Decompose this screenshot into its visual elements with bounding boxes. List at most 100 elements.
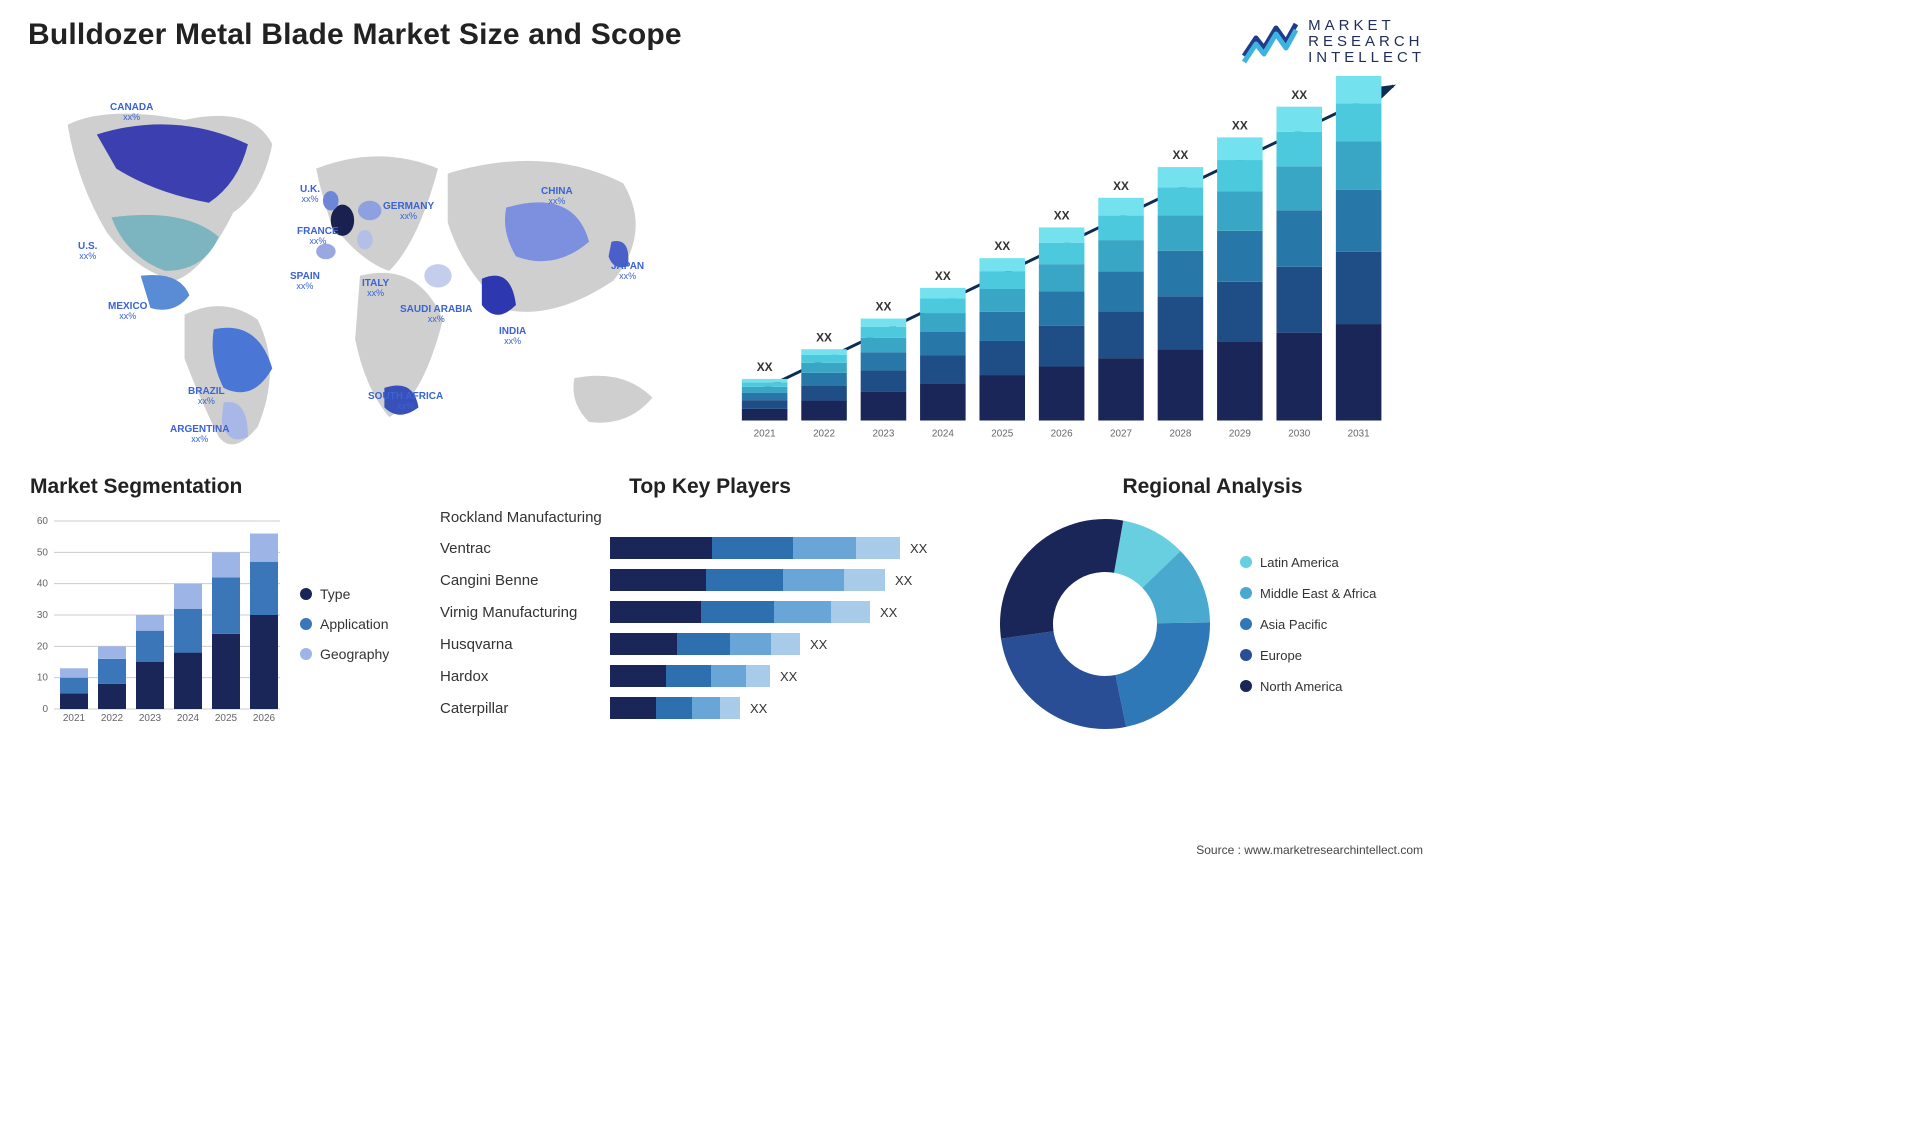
legend-dot-icon [300, 588, 312, 600]
legend-label: Geography [320, 646, 389, 662]
legend-item: North America [1240, 679, 1376, 694]
svg-text:2031: 2031 [1348, 428, 1370, 439]
map-label: INDIAxx% [499, 326, 526, 347]
legend-item: Type [300, 586, 389, 602]
svg-text:50: 50 [37, 547, 49, 558]
player-value: XX [895, 573, 912, 588]
segmentation-chart: 0102030405060202120222023202420252026 [30, 509, 280, 739]
player-row: Cangini Benne XX [440, 564, 980, 596]
svg-text:XX: XX [1173, 148, 1189, 162]
svg-text:40: 40 [37, 579, 49, 590]
svg-text:2025: 2025 [991, 428, 1013, 439]
legend-dot-icon [1240, 587, 1252, 599]
player-value: XX [910, 541, 927, 556]
page-title: Bulldozer Metal Blade Market Size and Sc… [28, 18, 682, 52]
segmentation-title: Market Segmentation [30, 475, 430, 499]
legend-label: Europe [1260, 648, 1302, 663]
map-label: ARGENTINAxx% [170, 424, 229, 445]
legend-item: Asia Pacific [1240, 617, 1376, 632]
player-bar [610, 601, 870, 623]
brand-logo: MARKET RESEARCH INTELLECT [1242, 18, 1425, 66]
map-label: ITALYxx% [362, 278, 389, 299]
player-bar-wrap: XX [610, 697, 980, 719]
svg-text:XX: XX [1232, 118, 1248, 132]
legend-label: Application [320, 616, 389, 632]
legend-label: Middle East & Africa [1260, 586, 1376, 601]
svg-text:XX: XX [1054, 209, 1070, 223]
player-bar-wrap: XX [610, 665, 980, 687]
map-label: JAPANxx% [611, 261, 644, 282]
players-title: Top Key Players [440, 475, 980, 499]
player-bar [610, 665, 770, 687]
svg-text:2026: 2026 [1051, 428, 1073, 439]
svg-text:2024: 2024 [177, 713, 200, 724]
world-map-svg [20, 76, 700, 461]
svg-text:2022: 2022 [813, 428, 835, 439]
player-value: XX [780, 669, 797, 684]
player-name: Ventrac [440, 540, 610, 557]
regional-panel: Regional Analysis Latin AmericaMiddle Ea… [990, 475, 1435, 739]
legend-item: Geography [300, 646, 389, 662]
svg-text:0: 0 [42, 704, 48, 715]
svg-text:2023: 2023 [139, 713, 162, 724]
svg-text:20: 20 [37, 641, 49, 652]
player-name: Husqvarna [440, 636, 610, 653]
legend-dot-icon [300, 618, 312, 630]
svg-text:XX: XX [757, 360, 773, 374]
map-label: CHINAxx% [541, 186, 573, 207]
source-text: Source : www.marketresearchintellect.com [1196, 843, 1423, 857]
svg-text:2029: 2029 [1229, 428, 1251, 439]
svg-text:2022: 2022 [101, 713, 124, 724]
player-value: XX [810, 637, 827, 652]
svg-text:XX: XX [816, 330, 832, 344]
player-row: Virnig ManufacturingXX [440, 596, 980, 628]
player-bar [610, 633, 800, 655]
legend-dot-icon [1240, 649, 1252, 661]
player-bar-wrap: XX [610, 537, 980, 559]
svg-text:2027: 2027 [1110, 428, 1132, 439]
map-label: SAUDI ARABIAxx% [400, 304, 472, 325]
svg-text:XX: XX [1113, 179, 1129, 193]
legend-label: North America [1260, 679, 1342, 694]
logo-line-3: INTELLECT [1308, 50, 1425, 66]
segmentation-legend: Type Application Geography [300, 509, 389, 739]
players-panel: Top Key Players Rockland ManufacturingVe… [440, 475, 980, 739]
map-label: SOUTH AFRICAxx% [368, 391, 443, 412]
map-label: GERMANYxx% [383, 201, 434, 222]
regional-donut [990, 509, 1220, 739]
player-bar-wrap: XX [610, 601, 980, 623]
map-label: U.S.xx% [78, 241, 97, 262]
legend-dot-icon [1240, 680, 1252, 692]
svg-text:10: 10 [37, 673, 49, 684]
svg-text:2021: 2021 [754, 428, 776, 439]
legend-item: Application [300, 616, 389, 632]
map-label: CANADAxx% [110, 102, 153, 123]
regional-title: Regional Analysis [990, 475, 1435, 499]
player-bar [610, 537, 900, 559]
world-map: CANADAxx%U.S.xx%MEXICOxx%BRAZILxx%ARGENT… [20, 76, 700, 461]
growth-bar-chart: XX2021XX2022XX2023XX2024XX2025XX2026XX20… [730, 76, 1423, 461]
players-chart: Rockland ManufacturingVentracXXCangini B… [440, 509, 980, 724]
player-row: Husqvarna XX [440, 628, 980, 660]
player-bar-wrap: XX [610, 633, 980, 655]
svg-text:2023: 2023 [872, 428, 894, 439]
legend-item: Middle East & Africa [1240, 586, 1376, 601]
svg-text:XX: XX [1291, 88, 1307, 102]
logo-icon [1242, 18, 1298, 66]
logo-line-2: RESEARCH [1308, 34, 1425, 50]
logo-line-1: MARKET [1308, 18, 1425, 34]
player-name: Cangini Benne [440, 572, 610, 589]
regional-legend: Latin AmericaMiddle East & AfricaAsia Pa… [1240, 555, 1376, 694]
legend-dot-icon [300, 648, 312, 660]
player-value: XX [880, 605, 897, 620]
map-label: BRAZILxx% [188, 386, 225, 407]
svg-text:XX: XX [876, 300, 892, 314]
legend-item: Europe [1240, 648, 1376, 663]
svg-text:XX: XX [935, 269, 951, 283]
player-row: CaterpillarXX [440, 692, 980, 724]
player-row: HardoxXX [440, 660, 980, 692]
svg-text:60: 60 [37, 516, 49, 527]
legend-label: Asia Pacific [1260, 617, 1327, 632]
svg-text:2028: 2028 [1169, 428, 1191, 439]
player-row: Ventrac XX [440, 532, 980, 564]
